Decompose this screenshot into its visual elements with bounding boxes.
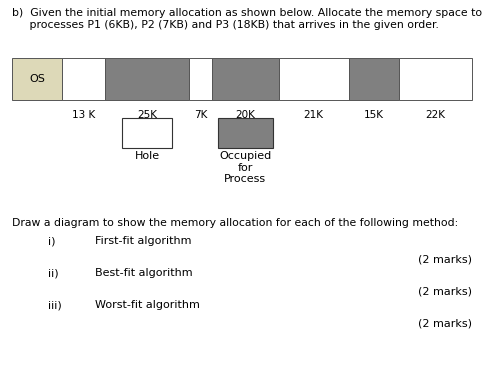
Text: First-fit algorithm: First-fit algorithm — [95, 236, 192, 246]
Text: b)  Given the initial memory allocation as shown below. Allocate the memory spac: b) Given the initial memory allocation a… — [12, 8, 484, 18]
Text: processes P1 (6KB), P2 (7KB) and P3 (18KB) that arrives in the given order.: processes P1 (6KB), P2 (7KB) and P3 (18K… — [12, 20, 439, 30]
Text: (2 marks): (2 marks) — [418, 254, 472, 264]
Bar — [189, 58, 212, 100]
Text: (2 marks): (2 marks) — [418, 286, 472, 296]
Text: Worst-fit algorithm: Worst-fit algorithm — [95, 300, 200, 310]
Text: 25K: 25K — [137, 110, 157, 120]
Text: (2 marks): (2 marks) — [418, 318, 472, 328]
Bar — [12, 58, 62, 100]
Text: Best-fit algorithm: Best-fit algorithm — [95, 268, 193, 278]
Bar — [218, 118, 273, 148]
Bar — [348, 58, 399, 100]
Bar — [212, 58, 279, 100]
Text: Occupied
for
Process: Occupied for Process — [219, 151, 272, 184]
Text: iii): iii) — [48, 300, 62, 310]
Text: 13 K: 13 K — [72, 110, 95, 120]
Bar — [122, 118, 172, 148]
Text: 7K: 7K — [194, 110, 207, 120]
Text: ii): ii) — [48, 268, 59, 278]
Text: 21K: 21K — [303, 110, 324, 120]
Bar — [106, 58, 189, 100]
Text: 15K: 15K — [363, 110, 384, 120]
Text: i): i) — [48, 236, 56, 246]
Bar — [399, 58, 472, 100]
Text: Hole: Hole — [135, 151, 160, 161]
Bar — [62, 58, 106, 100]
Bar — [279, 58, 348, 100]
Text: OS: OS — [29, 74, 45, 84]
Text: Draw a diagram to show the memory allocation for each of the following method:: Draw a diagram to show the memory alloca… — [12, 218, 458, 228]
Text: 22K: 22K — [425, 110, 445, 120]
Text: 20K: 20K — [235, 110, 255, 120]
